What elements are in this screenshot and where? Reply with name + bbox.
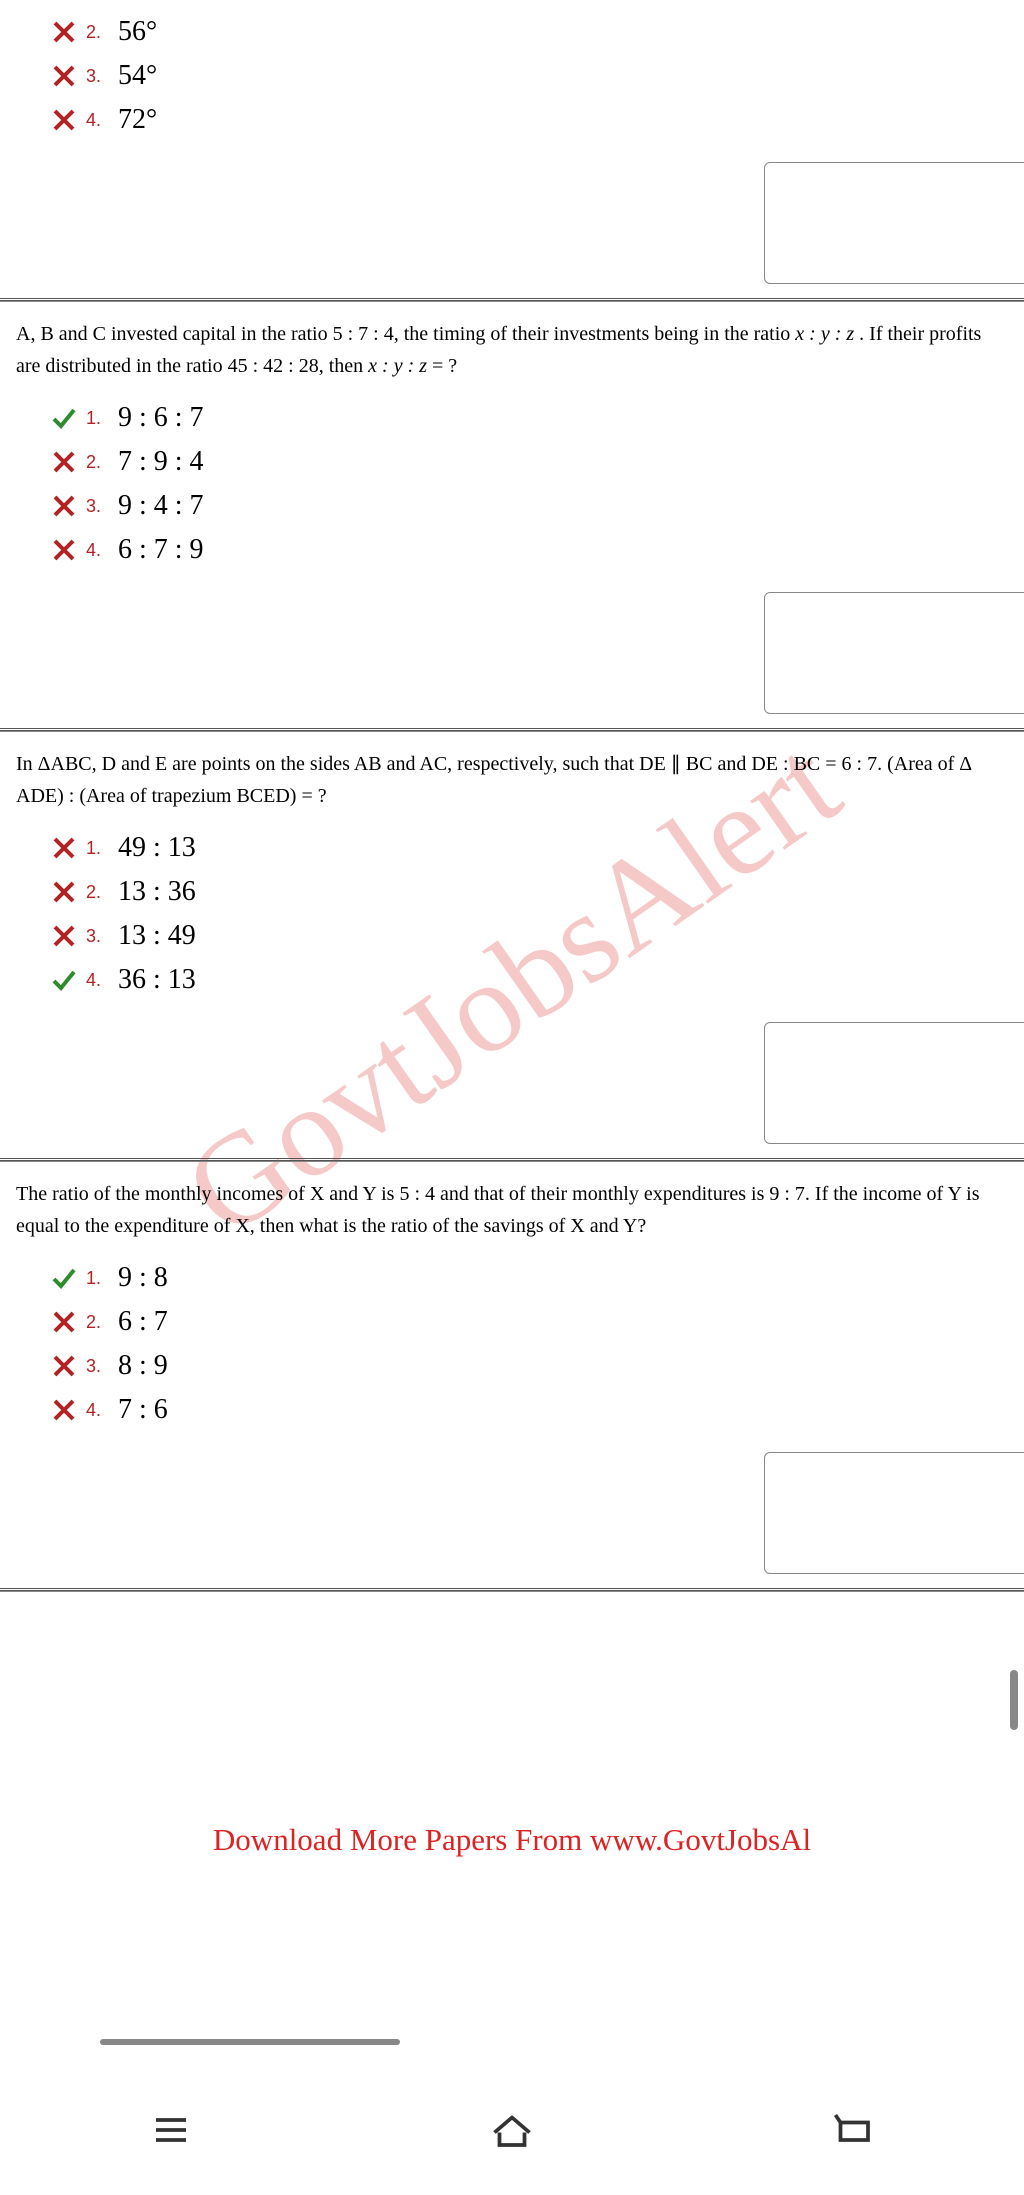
option-text: 9 : 4 : 7: [118, 490, 204, 522]
menu-icon[interactable]: [146, 2105, 196, 2155]
info-box-1: Questio Sta Chosen Op: [764, 592, 1024, 714]
answer-option[interactable]: 4. 36 : 13: [0, 958, 1024, 1002]
answer-option[interactable]: 3. 8 : 9: [0, 1344, 1024, 1388]
divider: [0, 1588, 1024, 1592]
option-number: 1.: [86, 1268, 108, 1289]
option-text: 72°: [118, 104, 157, 136]
option-text: 49 : 13: [118, 832, 196, 864]
info-line: Questio: [783, 1465, 1024, 1497]
divider: [0, 728, 1024, 732]
question-block-1: A, B and C invested capital in the ratio…: [0, 302, 1024, 714]
divider: [0, 298, 1024, 302]
answer-option[interactable]: 1. 9 : 8: [0, 1256, 1024, 1300]
info-line: Questio: [783, 605, 1024, 637]
option-text: 9 : 6 : 7: [118, 402, 204, 434]
answer-option[interactable]: 3. 13 : 49: [0, 914, 1024, 958]
info-line: Sta: [783, 637, 1024, 669]
option-number: 3.: [86, 496, 108, 517]
answer-option[interactable]: 1. 9 : 6 : 7: [0, 396, 1024, 440]
question-prompt-3: The ratio of the monthly incomes of X an…: [0, 1162, 1024, 1256]
info-line: Chosen Op: [783, 239, 1024, 271]
info-line: Questio: [783, 175, 1024, 207]
question-block-0: 2. 56° 3. 54° 4. 72° Questio Sta Chosen Op: [0, 0, 1024, 284]
option-text: 7 : 6: [118, 1394, 168, 1426]
question-prompt-1: A, B and C invested capital in the ratio…: [0, 302, 1024, 396]
option-number: 2.: [86, 882, 108, 903]
question-block-2: In ΔABC, D and E are points on the sides…: [0, 732, 1024, 1144]
option-number: 4.: [86, 540, 108, 561]
answer-option[interactable]: 4. 6 : 7 : 9: [0, 528, 1024, 572]
home-icon[interactable]: [487, 2105, 537, 2155]
option-number: 1.: [86, 408, 108, 429]
answer-option[interactable]: 1. 49 : 13: [0, 826, 1024, 870]
option-text: 6 : 7: [118, 1306, 168, 1338]
option-text: 7 : 9 : 4: [118, 446, 204, 478]
option-number: 4.: [86, 970, 108, 991]
option-number: 4.: [86, 1400, 108, 1421]
option-number: 2.: [86, 1312, 108, 1333]
main-content: 2. 56° 3. 54° 4. 72° Questio Sta Chosen Op A,…: [0, 0, 1024, 1858]
option-text: 13 : 49: [118, 920, 196, 952]
option-number: 3.: [86, 66, 108, 87]
answer-option[interactable]: 2. 7 : 9 : 4: [0, 440, 1024, 484]
answer-option[interactable]: 3. 9 : 4 : 7: [0, 484, 1024, 528]
option-text: 8 : 9: [118, 1350, 168, 1382]
option-number: 4.: [86, 110, 108, 131]
option-text: 56°: [118, 16, 157, 48]
footer-download-link[interactable]: Download More Papers From www.GovtJobsAl: [0, 1822, 1024, 1858]
option-number: 2.: [86, 452, 108, 473]
info-line: S a: [783, 1497, 1024, 1529]
answer-option[interactable]: 2. 13 : 36: [0, 870, 1024, 914]
info-line: Chosen Op: [783, 669, 1024, 701]
answer-option[interactable]: 4. 7 : 6: [0, 1388, 1024, 1432]
option-text: 36 : 13: [118, 964, 196, 996]
back-icon[interactable]: [828, 2105, 878, 2155]
answer-option[interactable]: 2. 56°: [0, 10, 1024, 54]
info-box-0: Questio Sta Chosen Op: [764, 162, 1024, 284]
option-text: 6 : 7 : 9: [118, 534, 204, 566]
option-number: 1.: [86, 838, 108, 859]
option-text: 54°: [118, 60, 157, 92]
info-line: Chosen Op: [783, 1099, 1024, 1131]
answer-option[interactable]: 2. 6 : 7: [0, 1300, 1024, 1344]
option-number: 3.: [86, 926, 108, 947]
option-number: 2.: [86, 22, 108, 43]
option-number: 3.: [86, 1356, 108, 1377]
answer-option[interactable]: 4. 72°: [0, 98, 1024, 142]
answer-option[interactable]: 3. 54°: [0, 54, 1024, 98]
question-prompt-2: In ΔABC, D and E are points on the sides…: [0, 732, 1024, 826]
info-box-3: Questio S a Chosen Op: [764, 1452, 1024, 1574]
info-line: Sta: [783, 1067, 1024, 1099]
info-line: Chosen Op: [783, 1529, 1024, 1561]
info-box-2: Questio Sta Chosen Op: [764, 1022, 1024, 1144]
question-block-3: The ratio of the monthly incomes of X an…: [0, 1162, 1024, 1574]
divider: [0, 1158, 1024, 1162]
info-line: Sta: [783, 207, 1024, 239]
option-text: 9 : 8: [118, 1262, 168, 1294]
android-nav-bar: [0, 2065, 1024, 2195]
info-line: Questio: [783, 1035, 1024, 1067]
option-text: 13 : 36: [118, 876, 196, 908]
scroll-indicator: [100, 2039, 400, 2045]
